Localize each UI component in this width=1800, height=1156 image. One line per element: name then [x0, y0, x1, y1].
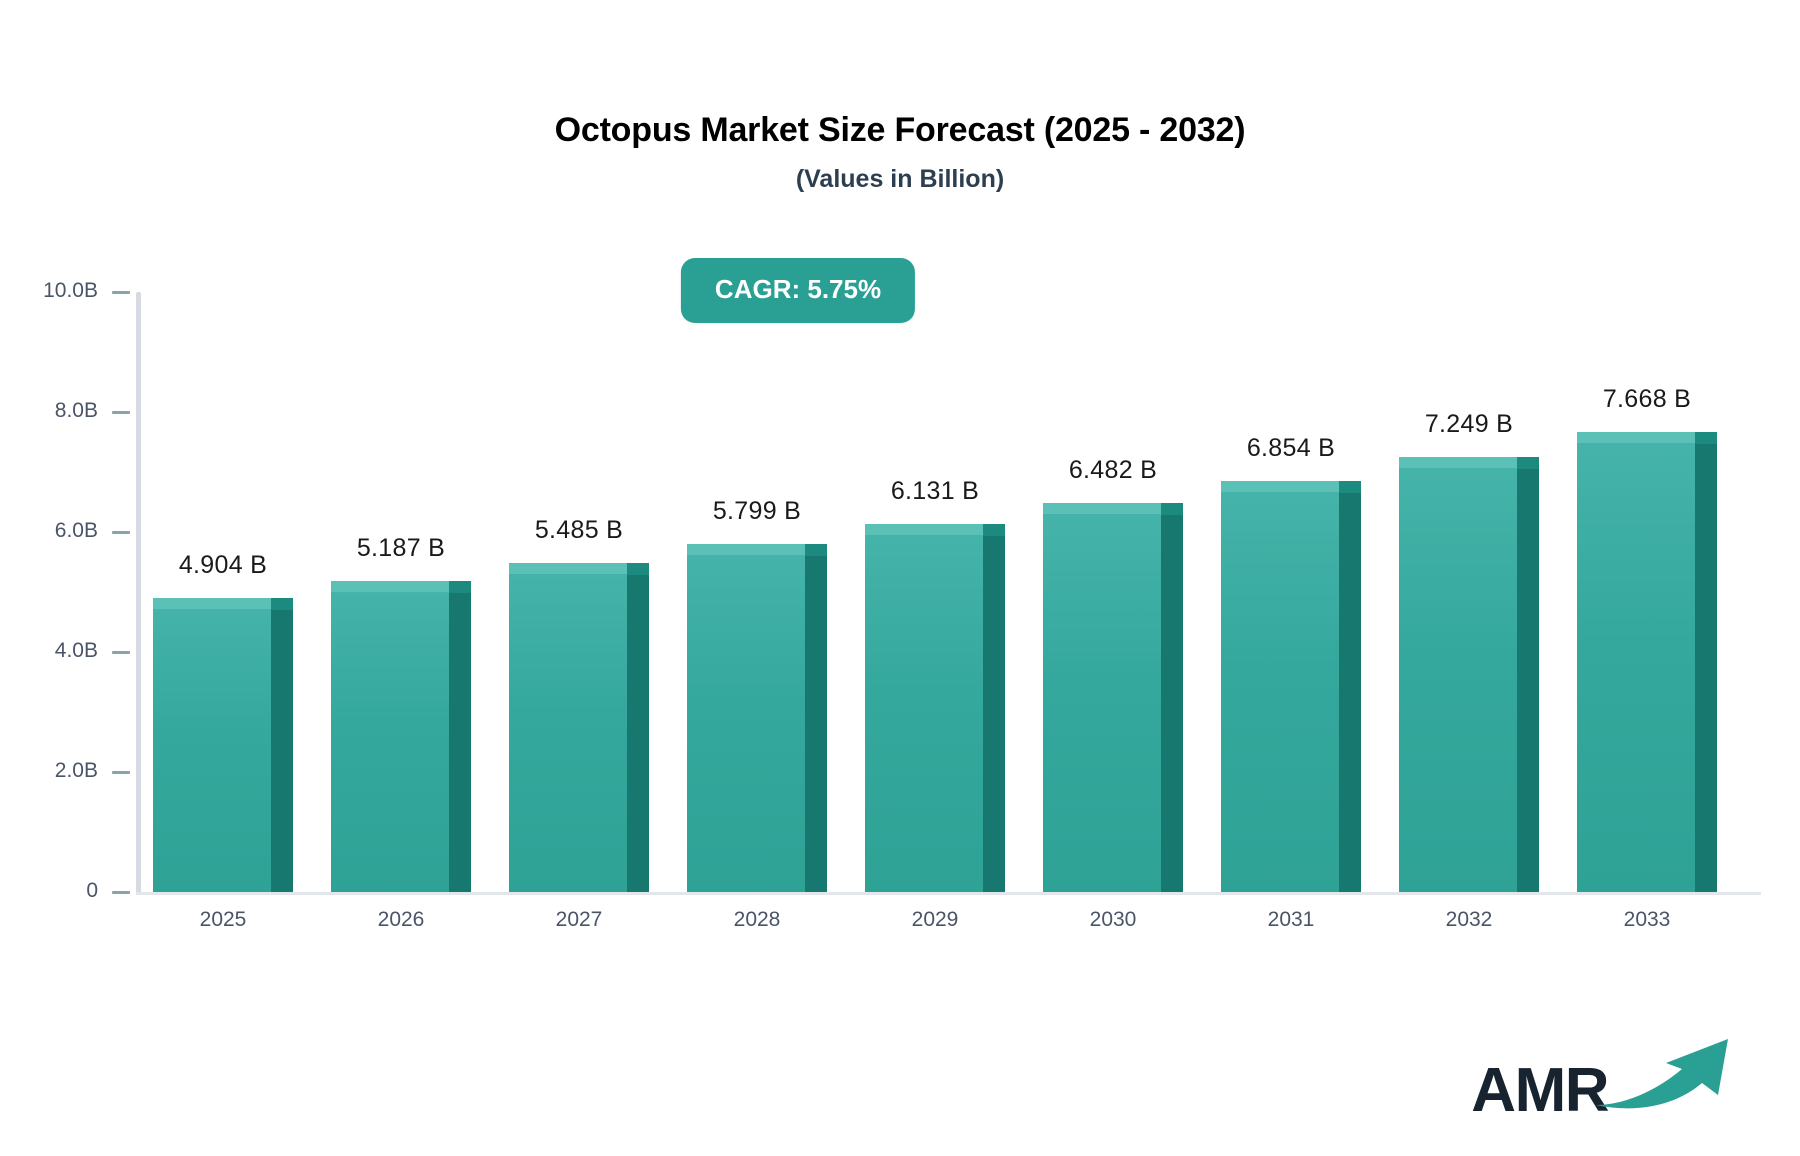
bar-value-label: 6.482 B [1068, 456, 1158, 485]
bar-top-face [331, 580, 449, 592]
amr-logo: AMR [1471, 1033, 1744, 1122]
bar-front-face [1577, 431, 1695, 892]
y-axis-tick-label: 8.0B [54, 399, 98, 422]
bar[interactable]: 5.187 B [331, 534, 471, 892]
y-axis-tick-mark [112, 890, 130, 894]
bar-value-label: 7.249 B [1424, 410, 1514, 439]
bar-value-label: 5.187 B [356, 533, 446, 562]
bar[interactable]: 6.131 B [865, 477, 1005, 892]
x-axis-label: 2032 [1445, 908, 1493, 931]
bar-side-top-face [1339, 480, 1361, 493]
bar-side-face [1339, 492, 1361, 892]
x-axis-label: 2031 [1267, 908, 1315, 931]
bar-top-face [1221, 480, 1339, 492]
y-axis-tick-label: 6.0B [54, 519, 98, 542]
y-axis-tick-mark [112, 290, 130, 294]
bar-top-face [865, 524, 983, 536]
bar-front-face [865, 524, 983, 892]
bar-side-face [449, 592, 471, 892]
bar-side-face [627, 574, 649, 892]
bar-side-top-face [805, 544, 827, 557]
y-axis-tick-mark [112, 650, 130, 654]
bar-value-label: 5.799 B [712, 497, 802, 526]
bar-side-face [1695, 443, 1717, 892]
bar-side-top-face [1517, 457, 1539, 470]
bar-front-face [1221, 480, 1339, 892]
bar-side-top-face [449, 580, 471, 593]
bar-side-top-face [627, 562, 649, 575]
bar-value-label: 7.668 B [1602, 384, 1692, 413]
bar-top-face [1043, 503, 1161, 515]
bar-value-label: 5.485 B [534, 515, 624, 544]
bar-front-face [509, 562, 627, 892]
bar-side-face [1161, 515, 1183, 892]
page-title: Octopus Market Size Forecast (2025 - 203… [554, 111, 1246, 149]
bar-side-top-face [1695, 431, 1717, 444]
bar-value-label: 6.854 B [1246, 433, 1336, 462]
bar[interactable]: 5.485 B [509, 516, 649, 892]
bar-front-face [1043, 503, 1161, 892]
y-axis-tick-label: 0 [86, 879, 98, 902]
x-axis-line [136, 892, 1761, 895]
bar-side-face [1517, 469, 1539, 892]
bar-top-face [153, 597, 271, 609]
x-axis-label: 2030 [1089, 908, 1137, 931]
growth-arrow-icon [1594, 1033, 1744, 1116]
x-axis-label: 2029 [911, 908, 959, 931]
bar-side-face [271, 609, 293, 892]
bar[interactable]: 4.904 B [153, 551, 293, 892]
x-axis-label: 2025 [199, 908, 247, 931]
x-axis-label: 2026 [377, 908, 425, 931]
y-axis-tick-mark [112, 530, 130, 534]
x-axis-label: 2028 [733, 908, 781, 931]
chart-header: Octopus Market Size Forecast (2025 - 203… [0, 0, 1800, 194]
bar-top-face [1399, 457, 1517, 469]
bar-side-top-face [983, 524, 1005, 537]
y-axis-tick-label: 4.0B [54, 639, 98, 662]
bar-side-top-face [1161, 503, 1183, 516]
amr-wordmark: AMR [1471, 1056, 1609, 1125]
cagr-badge: CAGR: 5.75% [680, 258, 916, 323]
y-axis-line [136, 292, 141, 894]
y-axis-tick-label: 10.0B [43, 279, 98, 302]
bar-front-face [1399, 457, 1517, 892]
bar-value-label: 4.904 B [178, 550, 268, 579]
chart-subtitle: (Values in Billion) [795, 165, 1005, 194]
bar-front-face [153, 597, 271, 892]
bar-side-face [805, 556, 827, 892]
bar-top-face [509, 562, 627, 574]
bar-side-face [983, 536, 1005, 892]
y-axis-tick-mark [112, 410, 130, 414]
bar-front-face [687, 544, 805, 892]
bar[interactable]: 7.668 B [1577, 385, 1717, 892]
bar-side-top-face [271, 597, 293, 610]
bar-top-face [1577, 431, 1695, 443]
y-axis-tick-label: 2.0B [54, 759, 98, 782]
bar-value-label: 6.131 B [890, 477, 980, 506]
bar[interactable]: 5.799 B [687, 497, 827, 892]
bar-front-face [331, 580, 449, 892]
bar-top-face [687, 544, 805, 556]
bar[interactable]: 6.854 B [1221, 434, 1361, 892]
x-axis-label: 2033 [1623, 908, 1671, 931]
x-axis-label: 2027 [555, 908, 603, 931]
y-axis-tick-mark [112, 770, 130, 774]
bar[interactable]: 7.249 B [1399, 410, 1539, 892]
bar[interactable]: 6.482 B [1043, 456, 1183, 892]
